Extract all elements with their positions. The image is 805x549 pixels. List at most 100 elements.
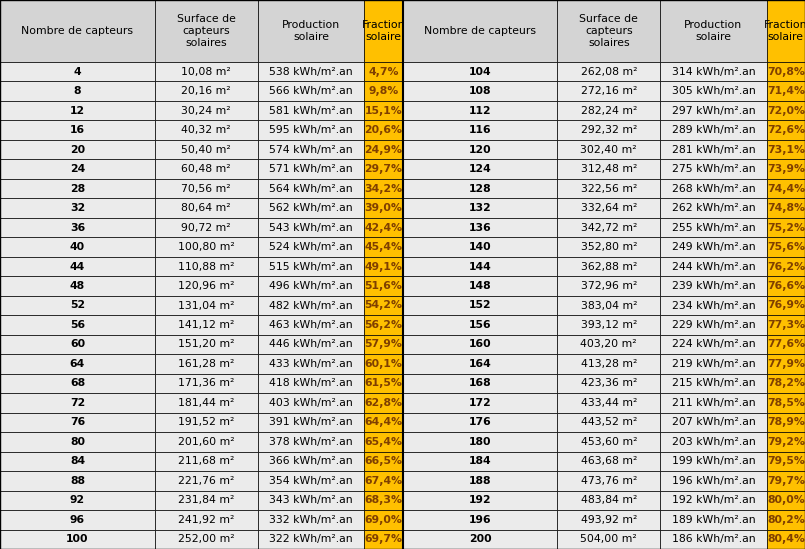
Bar <box>557 335 660 354</box>
Bar <box>557 198 660 218</box>
Bar <box>258 393 365 413</box>
Bar <box>402 510 558 530</box>
Bar <box>0 510 155 530</box>
Text: 144: 144 <box>469 261 491 272</box>
Bar <box>557 393 660 413</box>
Text: 188: 188 <box>469 476 491 486</box>
Bar <box>0 120 155 140</box>
Bar <box>660 510 766 530</box>
Text: 297 kWh/m².an: 297 kWh/m².an <box>671 106 755 116</box>
Bar <box>402 393 558 413</box>
Text: 249 kWh/m².an: 249 kWh/m².an <box>671 242 755 252</box>
Bar <box>258 354 365 374</box>
Bar <box>766 432 805 452</box>
Bar <box>155 471 258 491</box>
Text: 136: 136 <box>469 222 491 233</box>
Text: 124: 124 <box>469 164 491 174</box>
Bar <box>365 471 402 491</box>
Bar <box>155 257 258 276</box>
Text: 239 kWh/m².an: 239 kWh/m².an <box>671 281 755 291</box>
Text: 29,7%: 29,7% <box>365 164 402 174</box>
Text: 40: 40 <box>70 242 85 252</box>
Bar <box>402 471 558 491</box>
Bar <box>0 257 155 276</box>
Bar <box>557 257 660 276</box>
Bar <box>0 81 155 101</box>
Bar <box>402 101 558 120</box>
Text: 80,64 m²: 80,64 m² <box>181 203 231 213</box>
Text: 322 kWh/m².an: 322 kWh/m².an <box>269 534 353 544</box>
Text: 78,2%: 78,2% <box>767 378 805 389</box>
Text: 453,60 m²: 453,60 m² <box>580 437 637 447</box>
Text: 241,92 m²: 241,92 m² <box>178 515 234 525</box>
Bar <box>0 276 155 296</box>
Bar <box>0 374 155 393</box>
Text: 68: 68 <box>70 378 85 389</box>
Bar <box>660 120 766 140</box>
Bar <box>766 354 805 374</box>
Text: 493,92 m²: 493,92 m² <box>580 515 637 525</box>
Text: 229 kWh/m².an: 229 kWh/m².an <box>671 320 755 330</box>
Text: 403 kWh/m².an: 403 kWh/m².an <box>269 398 353 408</box>
Bar <box>557 413 660 432</box>
Text: 80,4%: 80,4% <box>767 534 805 544</box>
Text: 61,5%: 61,5% <box>365 378 402 389</box>
Bar <box>365 81 402 101</box>
Text: 413,28 m²: 413,28 m² <box>580 359 637 369</box>
Bar <box>258 296 365 315</box>
Text: 80: 80 <box>70 437 85 447</box>
Bar <box>155 140 258 159</box>
Text: 79,5%: 79,5% <box>767 456 805 466</box>
Text: 201,60 m²: 201,60 m² <box>178 437 234 447</box>
Text: 75,6%: 75,6% <box>767 242 805 252</box>
Text: 50,40 m²: 50,40 m² <box>181 144 231 155</box>
Text: 78,9%: 78,9% <box>767 417 805 427</box>
Bar <box>155 432 258 452</box>
Text: 343 kWh/m².an: 343 kWh/m².an <box>269 495 353 505</box>
Text: 131,04 m²: 131,04 m² <box>178 300 234 311</box>
Bar <box>258 432 365 452</box>
Bar <box>402 179 558 198</box>
Text: 72: 72 <box>70 398 85 408</box>
Text: 562 kWh/m².an: 562 kWh/m².an <box>269 203 353 213</box>
Text: 543 kWh/m².an: 543 kWh/m².an <box>269 222 353 233</box>
Bar <box>557 374 660 393</box>
Text: Nombre de capteurs: Nombre de capteurs <box>424 26 536 36</box>
Bar <box>365 413 402 432</box>
Bar <box>365 315 402 335</box>
Bar <box>660 315 766 335</box>
Text: 581 kWh/m².an: 581 kWh/m².an <box>269 106 353 116</box>
Bar <box>0 530 155 549</box>
Bar <box>402 198 558 218</box>
Bar <box>557 237 660 257</box>
Bar <box>365 276 402 296</box>
Bar <box>155 335 258 354</box>
Text: 20: 20 <box>70 144 85 155</box>
Text: 75,2%: 75,2% <box>767 222 805 233</box>
Bar <box>557 296 660 315</box>
Text: 189 kWh/m².an: 189 kWh/m².an <box>671 515 755 525</box>
Bar <box>155 510 258 530</box>
Bar <box>155 491 258 510</box>
Text: 574 kWh/m².an: 574 kWh/m².an <box>269 144 353 155</box>
Text: 15,1%: 15,1% <box>365 106 402 116</box>
Bar <box>660 179 766 198</box>
Text: 30,24 m²: 30,24 m² <box>181 106 231 116</box>
Text: 96: 96 <box>70 515 85 525</box>
Text: 74,4%: 74,4% <box>767 183 805 194</box>
Text: 393,12 m²: 393,12 m² <box>580 320 637 330</box>
Bar <box>402 276 558 296</box>
Text: 78,5%: 78,5% <box>767 398 805 408</box>
Text: 77,6%: 77,6% <box>767 339 805 350</box>
Bar <box>660 335 766 354</box>
Text: 60,48 m²: 60,48 m² <box>181 164 231 174</box>
Text: 203 kWh/m².an: 203 kWh/m².an <box>671 437 755 447</box>
Bar <box>0 218 155 237</box>
Text: 268 kWh/m².an: 268 kWh/m².an <box>671 183 755 194</box>
Text: 252,00 m²: 252,00 m² <box>178 534 234 544</box>
Text: 180: 180 <box>469 437 491 447</box>
Text: 403,20 m²: 403,20 m² <box>580 339 637 350</box>
Bar <box>557 179 660 198</box>
Bar <box>258 179 365 198</box>
Bar <box>660 413 766 432</box>
